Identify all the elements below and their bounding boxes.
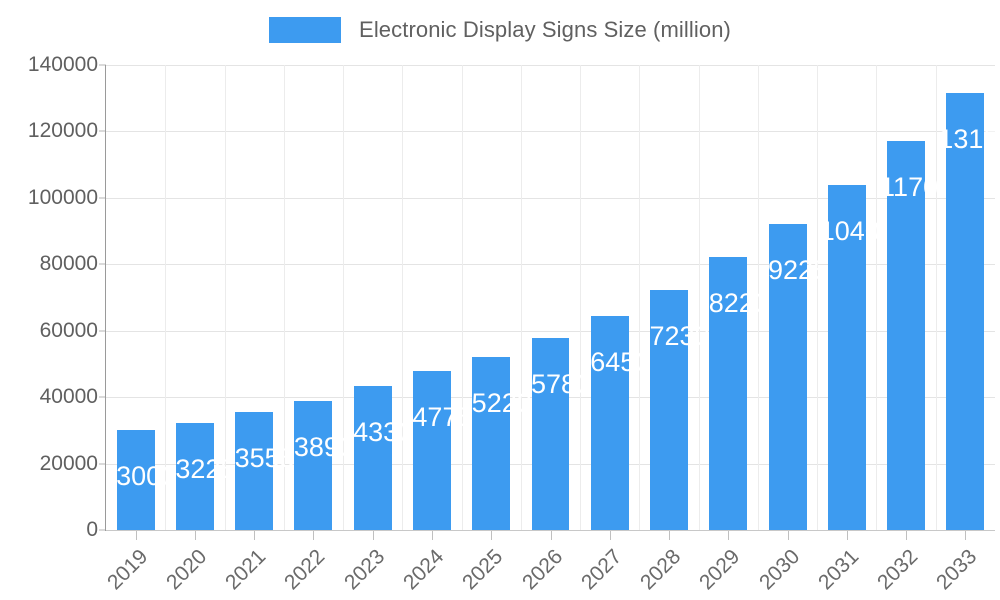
gridline-vertical xyxy=(343,65,344,530)
x-axis-tick-mark xyxy=(254,531,255,540)
bar-2027[interactable] xyxy=(590,315,629,530)
x-axis-tick-mark xyxy=(965,531,966,540)
x-axis-tick-mark xyxy=(906,531,907,540)
gridline-vertical xyxy=(580,65,581,530)
bar-2019[interactable] xyxy=(116,430,155,530)
y-axis-tick-label: 20000 xyxy=(39,451,98,475)
gridline-vertical xyxy=(639,65,640,530)
chart-legend: Electronic Display Signs Size (million) xyxy=(0,12,1000,48)
y-axis-tick-mark xyxy=(99,130,106,132)
gridline-vertical xyxy=(876,65,877,530)
bar-2028[interactable] xyxy=(650,289,688,530)
y-axis-tick-mark xyxy=(99,64,106,66)
gridline-horizontal xyxy=(106,530,995,531)
bar-2031[interactable] xyxy=(827,184,866,530)
bar-2030[interactable] xyxy=(768,223,807,530)
y-axis-tick-label: 100000 xyxy=(27,185,98,209)
y-axis-tick-label: 80000 xyxy=(39,252,98,276)
x-axis-tick-mark xyxy=(432,531,433,540)
y-axis-tick-mark xyxy=(99,263,106,265)
x-axis-tick-mark xyxy=(847,531,848,540)
gridline-vertical xyxy=(817,65,818,530)
y-axis-tick-mark xyxy=(99,197,106,199)
gridline-vertical xyxy=(284,65,285,530)
legend-label-series-1[interactable]: Electronic Display Signs Size (million) xyxy=(359,17,731,42)
bar-2022[interactable] xyxy=(294,400,333,530)
gridline-vertical xyxy=(758,65,759,530)
gridline-vertical xyxy=(699,65,700,530)
x-axis-tick-mark xyxy=(136,531,137,540)
bar-2026[interactable] xyxy=(531,338,570,530)
bar-2021[interactable] xyxy=(235,411,274,530)
bar-2020[interactable] xyxy=(175,422,214,530)
gridline-horizontal xyxy=(106,197,995,199)
gridline-vertical xyxy=(521,65,522,530)
x-axis-tick-mark xyxy=(551,531,552,540)
gridline-vertical xyxy=(402,65,403,530)
gridline-vertical xyxy=(225,65,226,530)
gridline-vertical xyxy=(462,65,463,530)
y-axis-tick-label: 140000 xyxy=(27,53,98,76)
x-axis-tick-mark xyxy=(610,531,611,540)
gridline-horizontal xyxy=(106,264,995,266)
y-axis-line xyxy=(105,65,106,531)
legend-swatch-series-1[interactable] xyxy=(269,17,342,43)
bar-2024[interactable] xyxy=(413,371,451,530)
x-axis-tick-mark xyxy=(728,531,729,540)
bar-2025[interactable] xyxy=(472,356,511,530)
y-axis-ticks: 0 20000 40000 60000 80000 100000 120000 140000 xyxy=(0,53,106,541)
y-axis-tick-mark xyxy=(99,463,106,465)
gridline-horizontal xyxy=(106,131,995,133)
y-axis-tick-label: 40000 xyxy=(39,385,98,409)
plot-area: 30000 32250 35550 38900 43300 47750 52200 57800… xyxy=(106,65,1000,531)
x-axis-tick-mark xyxy=(313,531,314,540)
gridline-horizontal xyxy=(106,330,995,332)
x-axis-tick-mark xyxy=(195,531,196,540)
x-axis-tick-mark xyxy=(373,531,374,540)
gridline-vertical xyxy=(936,65,937,530)
y-axis-tick-label: 120000 xyxy=(27,119,98,143)
y-axis-tick-mark xyxy=(99,529,106,531)
x-axis-tick-mark xyxy=(669,531,670,540)
bar-2023[interactable] xyxy=(353,386,392,530)
bar-2029[interactable] xyxy=(709,256,748,530)
y-axis-tick-mark xyxy=(99,396,106,398)
y-axis-tick-mark xyxy=(99,330,106,332)
y-axis-tick-label: 60000 xyxy=(39,318,98,342)
y-axis-tick-label: 0 xyxy=(86,518,98,541)
gridline-horizontal xyxy=(106,65,995,66)
x-axis-tick-mark xyxy=(491,531,492,540)
gridline-vertical xyxy=(165,65,166,530)
bar-2032[interactable] xyxy=(887,141,926,530)
bar-2033[interactable] xyxy=(946,93,985,530)
x-axis-tick-mark xyxy=(788,531,789,540)
